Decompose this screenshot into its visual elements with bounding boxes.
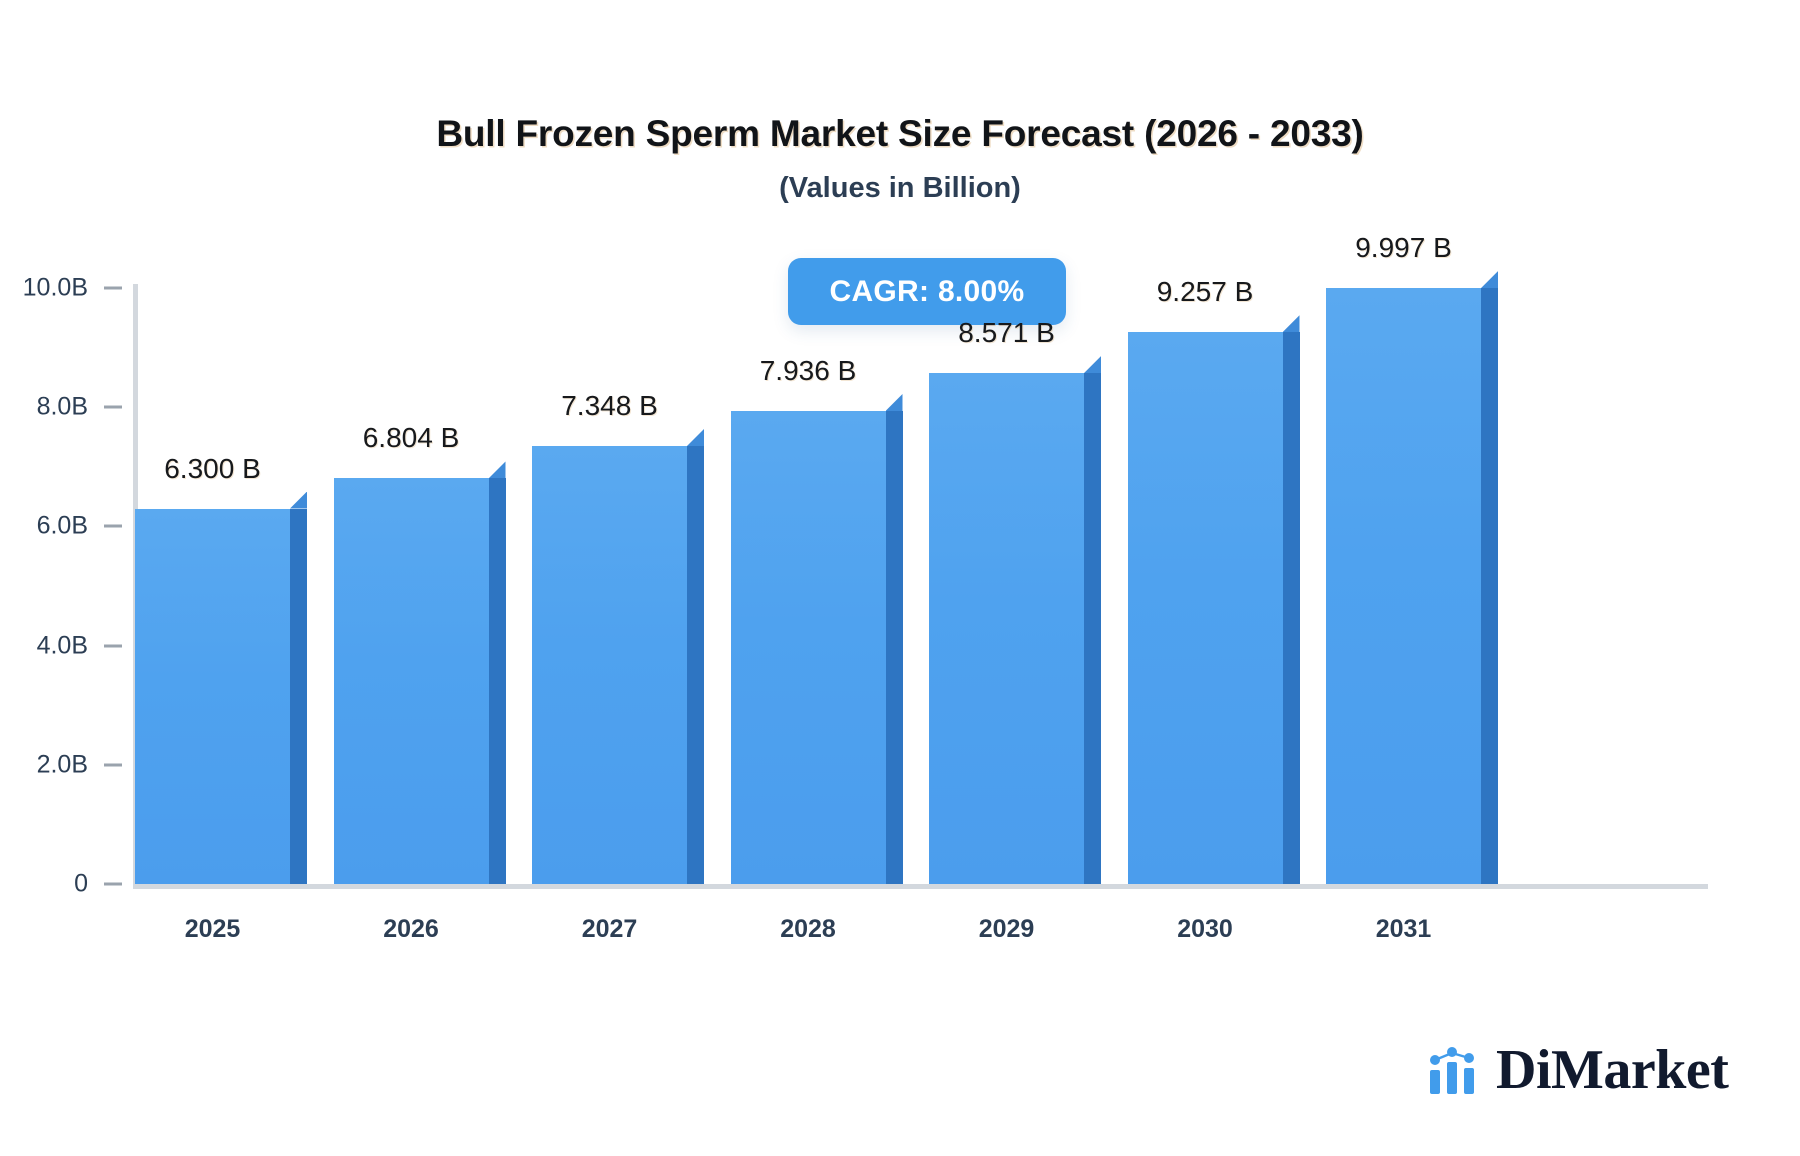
bar-front-face — [532, 446, 687, 884]
bar-value-label: 8.571 B — [958, 317, 1055, 349]
dimarket-logo: DiMarket — [1428, 1039, 1729, 1101]
bar-2027[interactable] — [532, 429, 704, 884]
bar-value-label: 9.997 B — [1355, 232, 1452, 264]
y-axis-tick-mark — [104, 524, 122, 528]
bar-chart-dots-icon — [1430, 1047, 1474, 1094]
bar-front-face — [135, 508, 290, 884]
y-axis-tick-mark — [104, 405, 122, 409]
y-axis-tick-label: 2.0B — [36, 750, 88, 779]
y-axis-tick-mark — [104, 763, 122, 767]
bar-value-label: 7.936 B — [759, 355, 857, 386]
bar-side-face — [1282, 332, 1300, 884]
bar-top-face — [1084, 356, 1101, 374]
bar-side-face — [687, 446, 704, 884]
x-axis-tick-label: 2028 — [780, 915, 836, 943]
x-axis-tick-label: 2030 — [1177, 915, 1233, 943]
bar-2028[interactable] — [730, 394, 903, 884]
bar-side-face — [1481, 288, 1498, 884]
y-axis-tick-label: 4.0B — [36, 631, 88, 660]
x-axis-tick-label: 2027 — [581, 915, 638, 943]
bar-front-face — [333, 478, 489, 884]
bar-front-face — [1127, 332, 1283, 884]
logo-wordmark: DiMarket — [1496, 1039, 1729, 1101]
y-axis-tick-label: 6.0B — [36, 511, 88, 540]
bar-2026[interactable] — [333, 461, 506, 884]
cagr-badge: CAGR: 8.00% — [788, 258, 1066, 325]
chart-subtitle: (Values in Billion) — [779, 172, 1021, 204]
x-axis-tick-label: 2026 — [383, 915, 439, 943]
y-axis-tick-mark — [104, 644, 122, 648]
bar-side-face — [885, 411, 903, 884]
bar-top-face — [290, 491, 307, 509]
bar-value-label: 6.804 B — [362, 422, 460, 454]
y-axis-tick-mark — [104, 286, 122, 290]
bar-2031[interactable] — [1326, 271, 1498, 884]
y-axis-tick-label: 10.0B — [22, 273, 88, 302]
bar-side-face — [290, 508, 307, 884]
bar-front-face — [929, 373, 1084, 884]
bar-side-face — [1084, 373, 1101, 884]
y-axis-tick-label: 0 — [74, 869, 88, 898]
x-axis-tick-label: 2029 — [978, 915, 1035, 943]
bar-value-label: 7.348 B — [561, 390, 658, 422]
x-axis-tick-label: 2031 — [1375, 915, 1432, 943]
bar-value-label: 6.300 B — [164, 452, 261, 484]
bar-top-face — [1282, 315, 1300, 333]
x-axis-tick-label: 2025 — [184, 915, 241, 943]
bar-2025[interactable] — [135, 491, 307, 884]
bar-2030[interactable] — [1127, 315, 1300, 884]
y-axis-tick-mark — [104, 882, 122, 886]
bar-front-face — [1326, 288, 1481, 884]
bar-top-face — [885, 394, 903, 411]
bar-value-label: 9.257 B — [1156, 276, 1254, 308]
bar-side-face — [488, 478, 506, 884]
bar-top-face — [687, 429, 704, 447]
bar-2029[interactable] — [929, 356, 1101, 884]
page-title: Bull Frozen Sperm Market Size Forecast (… — [436, 113, 1364, 154]
bar-front-face — [730, 411, 886, 884]
y-axis-tick-label: 8.0B — [36, 392, 88, 421]
x-axis-line — [133, 884, 1708, 889]
bar-top-face — [1481, 271, 1498, 289]
bar-top-face — [488, 461, 506, 479]
